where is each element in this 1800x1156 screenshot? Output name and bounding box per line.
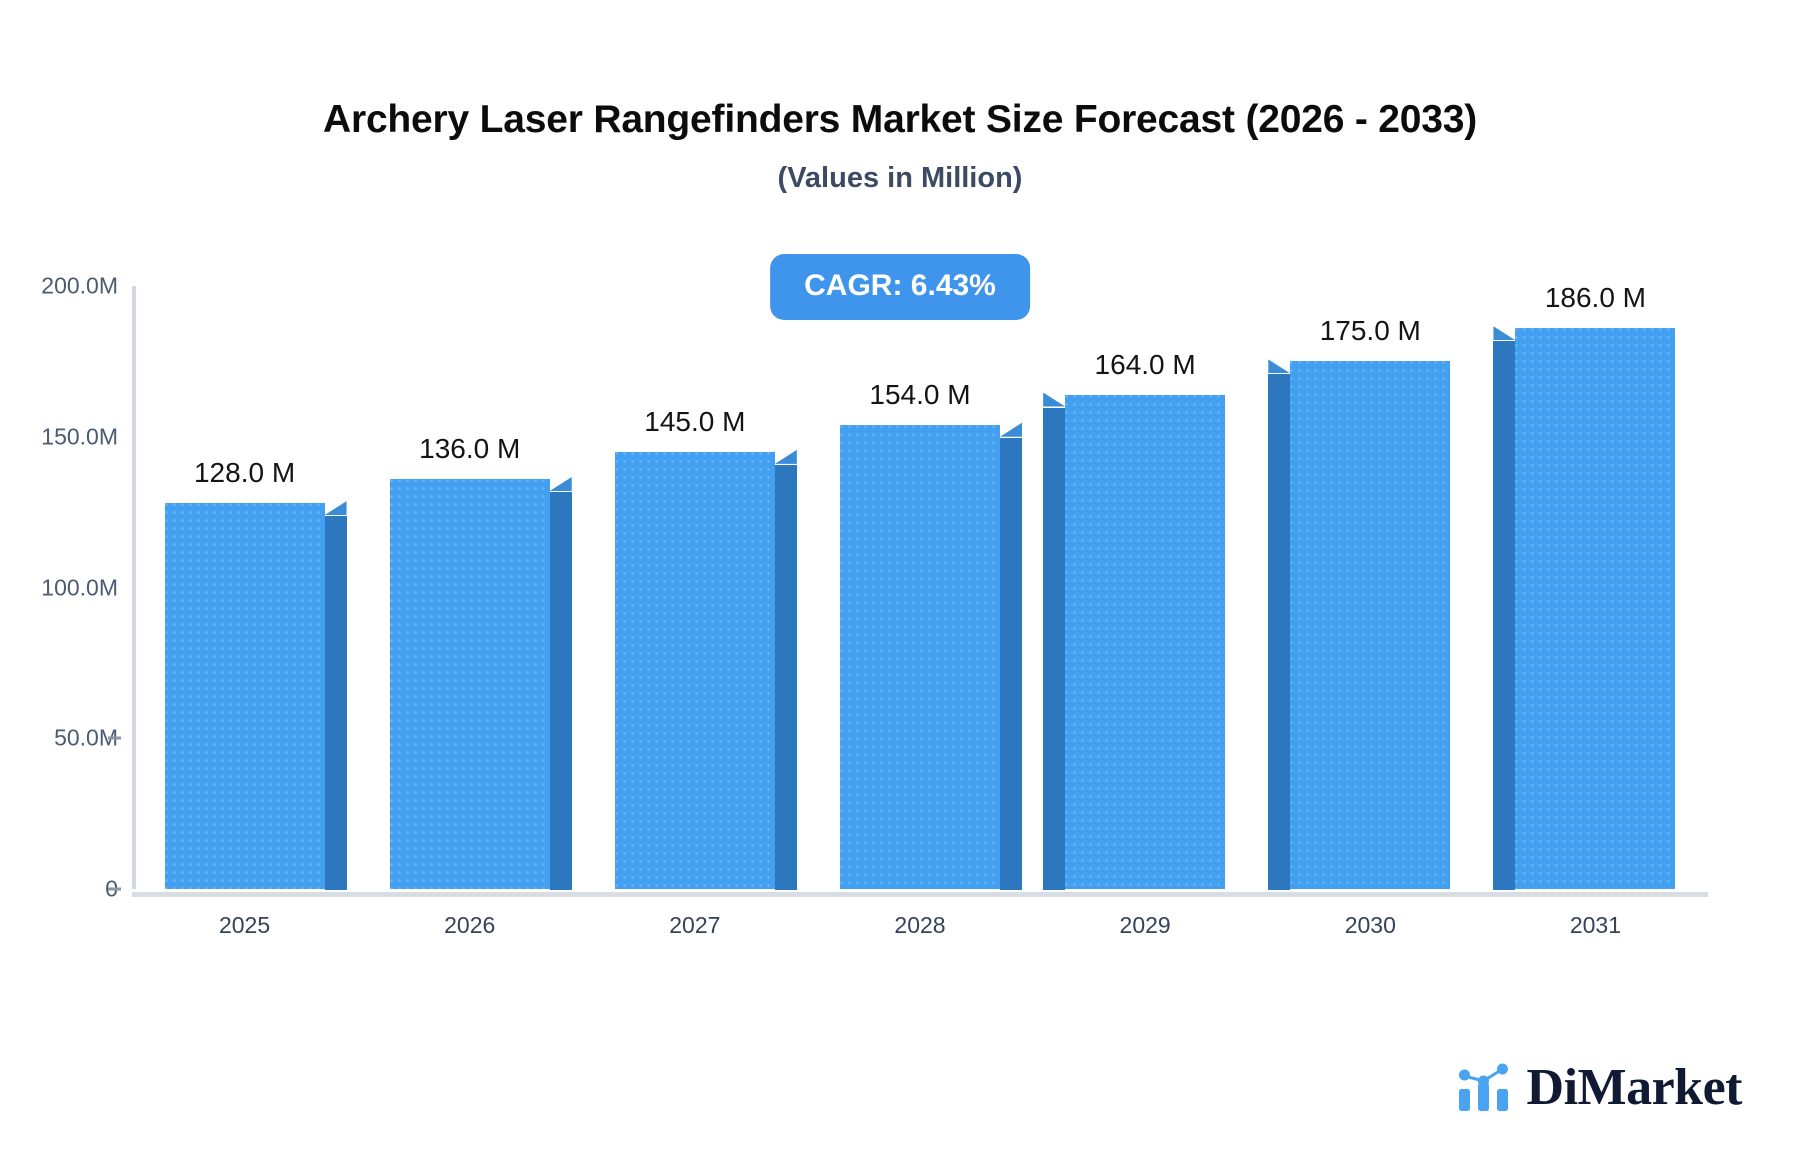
x-tick-label-2028: 2028 [894,912,946,938]
bar-2027[interactable]: 145.0 M [614,406,797,890]
bar-side-face [774,464,797,890]
chart-subtitle: (Values in Million) [777,162,1023,194]
bar-front-face [1065,394,1226,889]
bar-top-bevel [1043,392,1066,407]
bar-front-face [1515,328,1676,889]
bar-value-label: 154.0 M [869,378,971,410]
y-tick-label: 50.0M [54,724,118,751]
bar-value-label: 145.0 M [644,405,746,437]
bar-side-face [1493,341,1516,890]
bar-top-bevel [549,476,572,491]
bar-2029[interactable]: 164.0 M [1043,349,1226,890]
x-tick-label-2029: 2029 [1119,912,1171,938]
chart-title: Archery Laser Rangefinders Market Size F… [323,98,1477,141]
bar-chart-logo-icon [1458,1063,1508,1111]
y-tick-label: 100.0M [41,574,118,600]
bar-front-face [164,503,325,889]
bar-side-face [1000,437,1022,890]
x-axis-line [132,892,1708,897]
bar-top-bevel [324,501,347,516]
y-tick-label: 150.0M [41,423,118,450]
bar-value-label: 136.0 M [419,432,521,464]
bar-2030[interactable]: 175.0 M [1268,315,1451,890]
x-tick-label-2030: 2030 [1344,912,1396,938]
bar-side-face [1268,374,1291,890]
x-tick-label-2025: 2025 [218,912,271,938]
bar-top-bevel [1000,422,1022,437]
bar-front-face [614,451,775,889]
bar-front-face [1290,361,1451,889]
y-tick-label: 200.0M [41,272,118,299]
x-tick-label-2031: 2031 [1569,912,1622,938]
bar-side-face [549,491,572,890]
bar-2031[interactable]: 186.0 M [1493,282,1676,890]
bar-side-face [1043,407,1066,890]
y-tick-mark [108,736,121,740]
y-tick-label: 0 [0,876,118,903]
x-tick-label-2027: 2027 [669,912,721,938]
bar-2025[interactable]: 128.0 M [164,457,347,890]
bar-top-bevel [1493,326,1516,341]
dimarket-logo: DiMarket [1457,1059,1743,1116]
bar-top-bevel [774,449,797,464]
bar-front-face [389,478,550,889]
bar-value-label: 186.0 M [1544,282,1647,314]
y-axis-line [132,286,136,889]
bar-2028[interactable]: 154.0 M [840,379,1022,890]
bar-front-face [840,424,1000,889]
bar-value-label: 164.0 M [1094,348,1196,380]
bar-value-label: 128.0 M [193,457,296,489]
bar-top-bevel [1268,359,1291,374]
logo-text: DiMarket [1526,1059,1743,1116]
bar-value-label: 175.0 M [1319,315,1421,347]
y-tick-mark [108,887,121,891]
x-tick-label-2026: 2026 [444,912,496,938]
bar-side-face [324,516,347,890]
cagr-badge: CAGR: 6.43% [770,254,1030,320]
bar-2026[interactable]: 136.0 M [389,433,572,890]
